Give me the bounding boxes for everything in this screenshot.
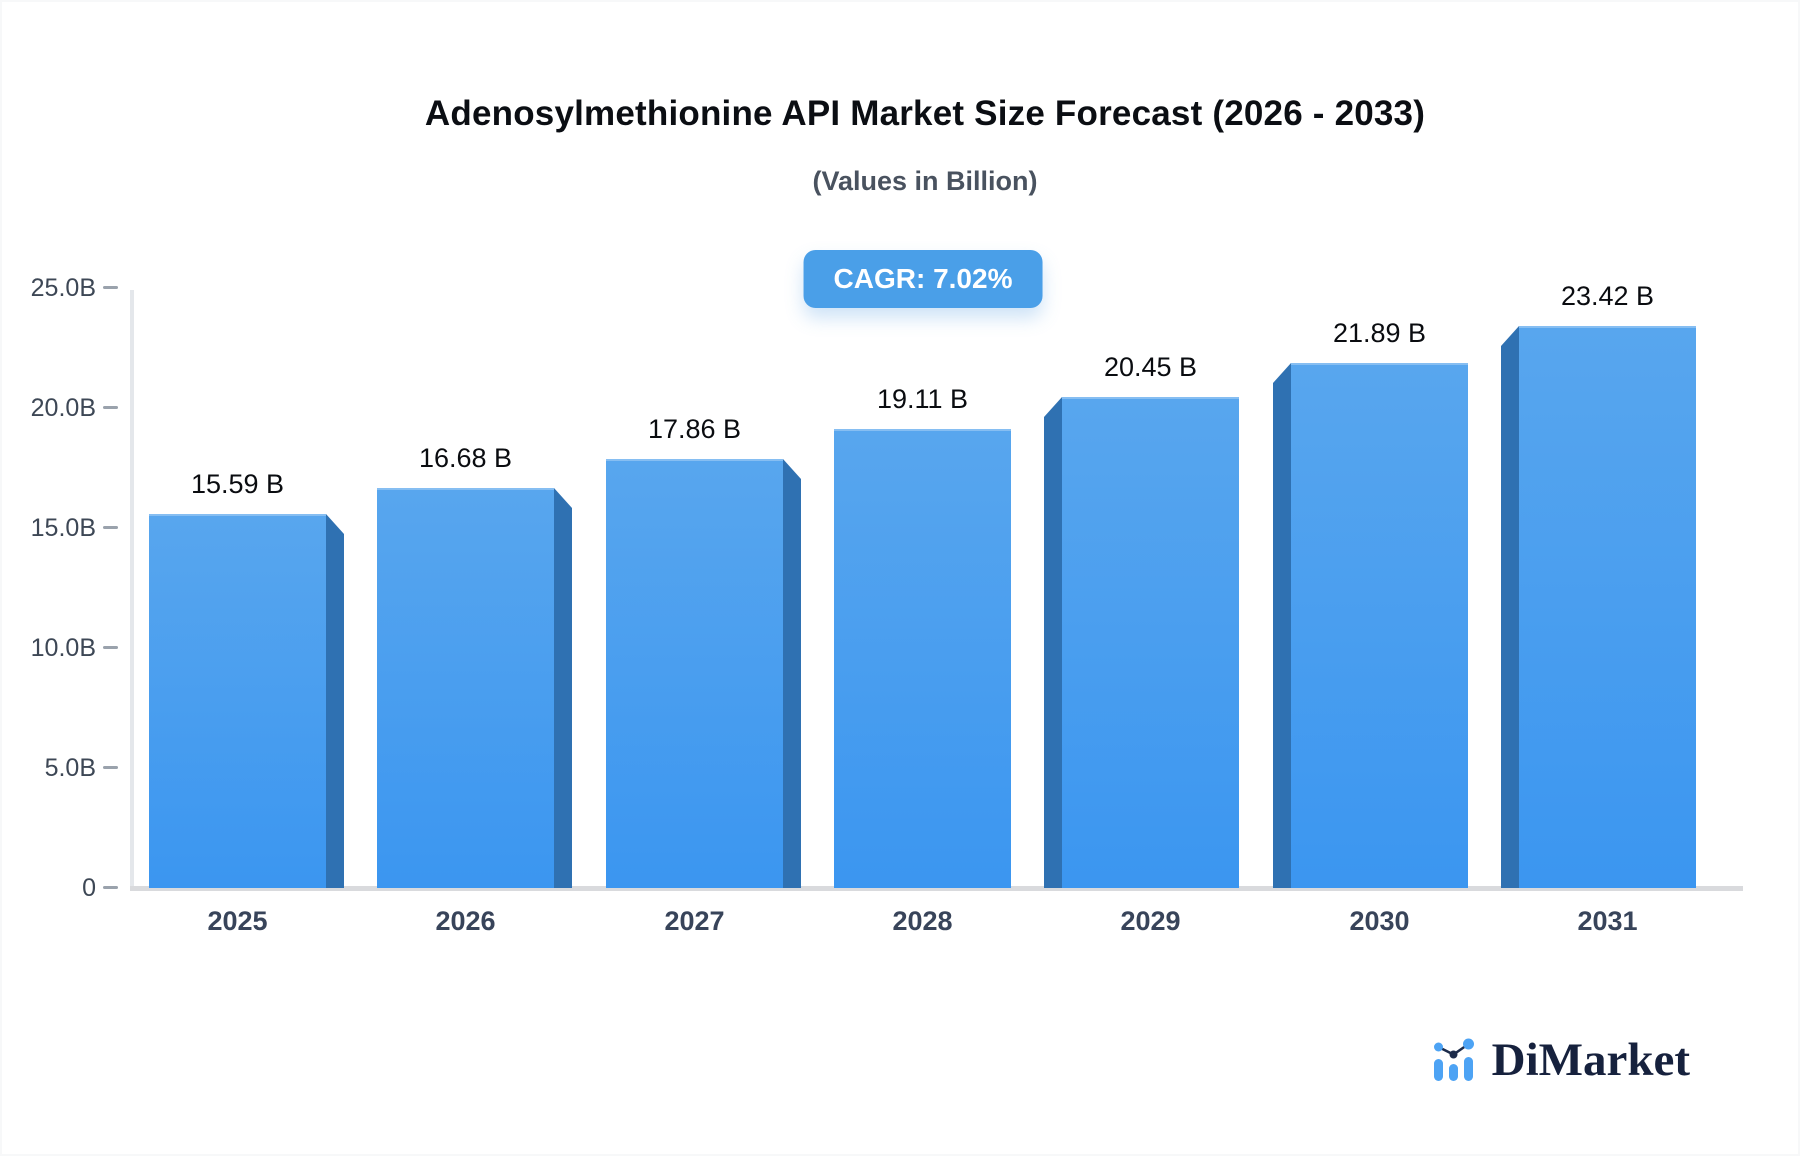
- x-tick-label: 2031: [1577, 906, 1638, 936]
- bar-value-label: 15.59 B: [190, 469, 285, 499]
- bar-value-label: 16.68 B: [418, 443, 513, 473]
- bar-value-label: 21.89 B: [1332, 318, 1427, 348]
- y-axis-line: [130, 290, 134, 888]
- bar[interactable]: [1291, 363, 1468, 888]
- chart-subtitle: (Values in Billion): [812, 166, 1038, 196]
- bar-value-label: 23.42 B: [1560, 281, 1655, 311]
- bar[interactable]: [834, 429, 1011, 888]
- y-tick-label: 0: [82, 874, 96, 902]
- x-tick-label: 2030: [1349, 906, 1410, 936]
- plot-area: 15.59 B 2025 16.68 B 2026 17.86 B 2027 19.11 B…: [130, 281, 1743, 936]
- y-tick-label: 15.0B: [30, 514, 96, 542]
- y-tick-mark: [103, 526, 118, 529]
- y-tick-mark: [103, 766, 118, 769]
- bar-3d-side: [1273, 363, 1291, 888]
- cagr-badge: CAGR: 7.02%: [803, 250, 1043, 308]
- bar-value-label: 20.45 B: [1103, 352, 1198, 382]
- x-tick-label: 2029: [1120, 906, 1181, 936]
- y-tick-label: 25.0B: [30, 274, 96, 302]
- logo[interactable]: DiMarket: [1427, 1034, 1690, 1086]
- logo-bar-chart-icon: [1433, 1038, 1474, 1081]
- bar-3d-side: [1044, 397, 1062, 888]
- bar-3d-side: [783, 459, 801, 888]
- bar-3d-side: [554, 488, 572, 888]
- bar[interactable]: [606, 459, 783, 888]
- bar[interactable]: [149, 514, 326, 888]
- y-tick-label: 5.0B: [44, 754, 96, 782]
- logo-text: DiMarket: [1491, 1033, 1690, 1086]
- bar-3d-side: [326, 514, 344, 888]
- y-tick-label: 10.0B: [30, 634, 96, 662]
- y-tick-mark: [103, 886, 118, 889]
- x-axis-line: [130, 886, 1743, 891]
- bar[interactable]: [377, 488, 554, 888]
- chart-title: Adenosylmethionine API Market Size Forec…: [424, 94, 1426, 133]
- x-tick-label: 2026: [435, 906, 496, 936]
- y-tick-mark: [103, 286, 118, 289]
- bar-value-label: 17.86 B: [647, 414, 742, 444]
- bar[interactable]: [1519, 326, 1696, 888]
- x-tick-label: 2028: [892, 906, 953, 936]
- x-tick-label: 2027: [664, 906, 725, 936]
- bar-value-label: 19.11 B: [876, 384, 969, 414]
- y-tick-label: 20.0B: [30, 394, 96, 422]
- y-tick-mark: [103, 646, 118, 649]
- y-tick-mark: [103, 406, 118, 409]
- bar-3d-side: [1501, 326, 1519, 888]
- x-tick-label: 2025: [207, 906, 268, 936]
- bar[interactable]: [1062, 397, 1239, 888]
